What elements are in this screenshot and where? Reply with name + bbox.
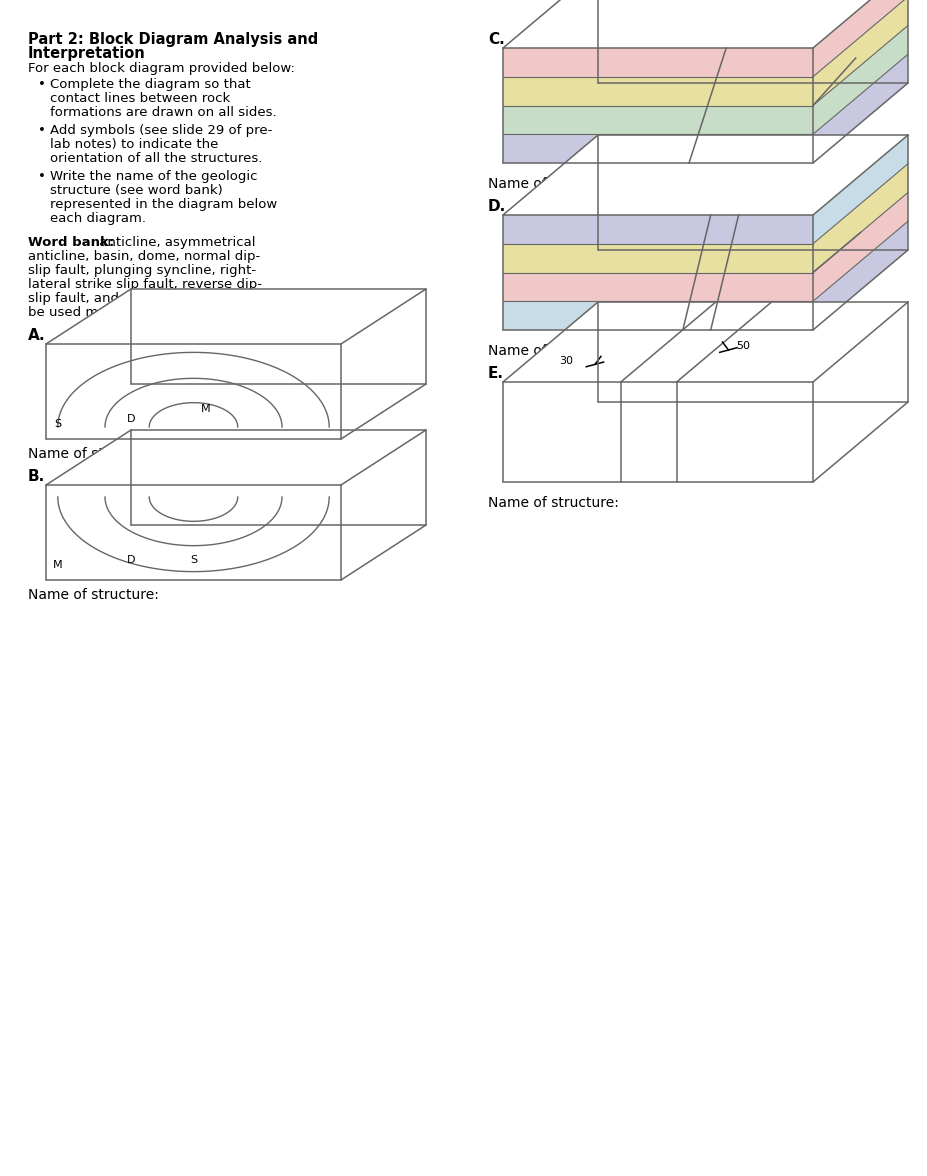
Text: E.: E. bbox=[488, 366, 504, 381]
Text: Word bank:: Word bank: bbox=[28, 236, 114, 249]
Polygon shape bbox=[813, 54, 908, 163]
Text: orientation of all the structures.: orientation of all the structures. bbox=[50, 152, 262, 165]
Polygon shape bbox=[813, 0, 908, 76]
Polygon shape bbox=[46, 485, 341, 580]
Text: represented in the diagram below: represented in the diagram below bbox=[50, 198, 277, 211]
Text: anticline, basin, dome, normal dip-: anticline, basin, dome, normal dip- bbox=[28, 250, 260, 263]
Polygon shape bbox=[503, 302, 908, 382]
Polygon shape bbox=[813, 135, 908, 243]
Text: Name of structure:: Name of structure: bbox=[28, 447, 159, 461]
Polygon shape bbox=[503, 0, 908, 48]
Polygon shape bbox=[46, 430, 426, 485]
Polygon shape bbox=[46, 289, 426, 345]
Text: contact lines between rock: contact lines between rock bbox=[50, 92, 230, 105]
Text: structure (see word bank): structure (see word bank) bbox=[50, 183, 222, 198]
Text: D.: D. bbox=[488, 199, 506, 214]
Text: M: M bbox=[201, 405, 210, 414]
Polygon shape bbox=[503, 106, 813, 134]
Text: Name of structure:: Name of structure: bbox=[28, 588, 159, 602]
Text: •: • bbox=[38, 171, 45, 183]
Polygon shape bbox=[813, 0, 908, 106]
Text: •: • bbox=[38, 123, 45, 136]
Polygon shape bbox=[503, 243, 813, 273]
Text: B.: B. bbox=[28, 469, 45, 485]
Text: slip fault, plunging syncline, right-: slip fault, plunging syncline, right- bbox=[28, 263, 256, 278]
Text: slip fault, and syncline. Names can: slip fault, and syncline. Names can bbox=[28, 292, 260, 305]
Text: For each block diagram provided below:: For each block diagram provided below: bbox=[28, 62, 295, 75]
Text: Interpretation: Interpretation bbox=[28, 46, 146, 61]
Polygon shape bbox=[813, 163, 908, 273]
Text: Add symbols (see slide 29 of pre-: Add symbols (see slide 29 of pre- bbox=[50, 123, 273, 136]
Text: A.: A. bbox=[28, 328, 45, 343]
Text: Part 2: Block Diagram Analysis and: Part 2: Block Diagram Analysis and bbox=[28, 32, 318, 47]
Text: lateral strike slip fault, reverse dip-: lateral strike slip fault, reverse dip- bbox=[28, 278, 262, 290]
Polygon shape bbox=[503, 382, 813, 482]
Text: 30: 30 bbox=[559, 356, 573, 367]
Text: 50: 50 bbox=[736, 341, 751, 350]
Text: anticline, asymmetrical: anticline, asymmetrical bbox=[95, 236, 256, 249]
Text: each diagram.: each diagram. bbox=[50, 212, 146, 225]
Text: S: S bbox=[55, 419, 61, 429]
Polygon shape bbox=[503, 135, 908, 215]
Polygon shape bbox=[503, 273, 813, 301]
Text: D: D bbox=[127, 555, 135, 564]
Text: Write the name of the geologic: Write the name of the geologic bbox=[50, 171, 258, 183]
Polygon shape bbox=[813, 302, 908, 482]
Text: lab notes) to indicate the: lab notes) to indicate the bbox=[50, 138, 219, 151]
Polygon shape bbox=[503, 134, 813, 163]
Polygon shape bbox=[503, 76, 813, 106]
Text: Complete the diagram so that: Complete the diagram so that bbox=[50, 78, 250, 91]
Text: be used more than once.: be used more than once. bbox=[28, 306, 195, 319]
Text: Name of structure:: Name of structure: bbox=[488, 345, 619, 358]
Polygon shape bbox=[503, 48, 813, 76]
Polygon shape bbox=[503, 215, 813, 243]
Text: S: S bbox=[190, 555, 197, 564]
Polygon shape bbox=[46, 345, 341, 439]
Polygon shape bbox=[813, 221, 908, 330]
Text: •: • bbox=[38, 78, 45, 91]
Text: formations are drawn on all sides.: formations are drawn on all sides. bbox=[50, 106, 276, 119]
Text: D: D bbox=[127, 414, 135, 425]
Text: Name of structure:: Name of structure: bbox=[488, 178, 619, 191]
Polygon shape bbox=[813, 193, 908, 301]
Polygon shape bbox=[503, 301, 813, 330]
Text: C.: C. bbox=[488, 32, 504, 47]
Text: Name of structure:: Name of structure: bbox=[488, 496, 619, 510]
Text: M: M bbox=[53, 560, 63, 570]
Polygon shape bbox=[813, 26, 908, 134]
